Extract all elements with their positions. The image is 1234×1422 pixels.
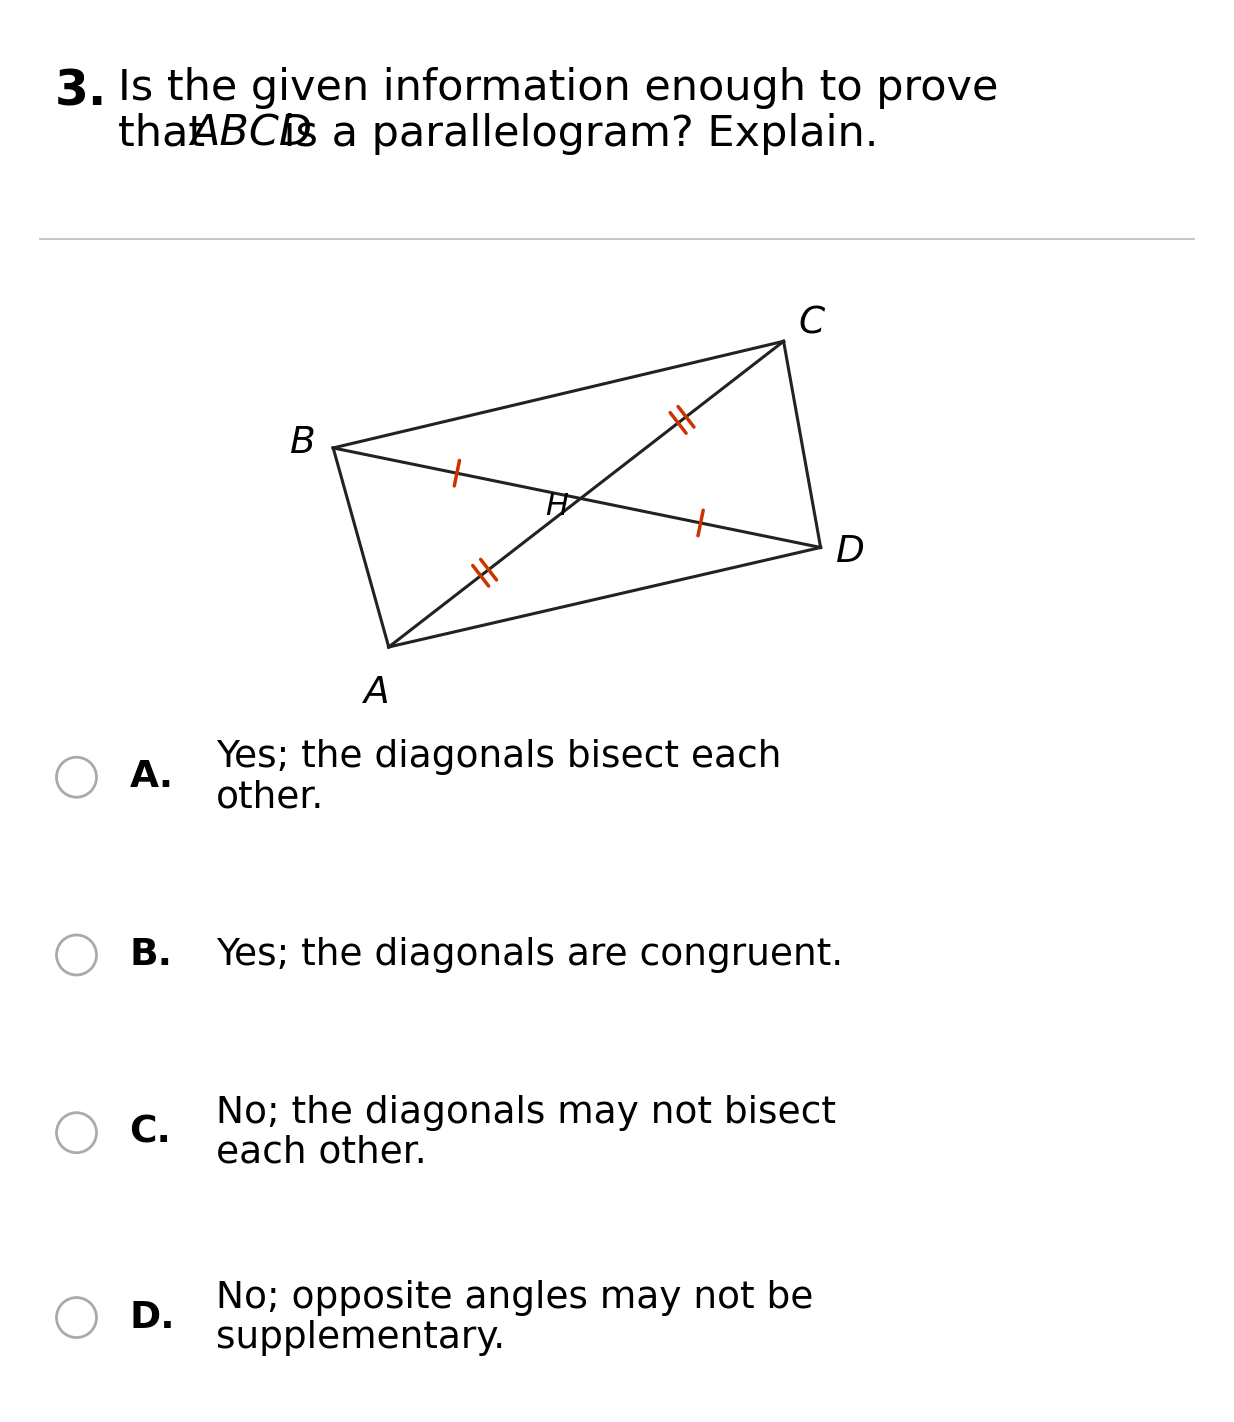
Text: A: A: [364, 675, 390, 711]
Text: C.: C.: [130, 1115, 172, 1150]
Text: Yes; the diagonals are congruent.: Yes; the diagonals are congruent.: [216, 937, 843, 973]
Text: C: C: [798, 306, 824, 341]
Text: D.: D.: [130, 1300, 175, 1335]
Text: Yes; the diagonals bisect each: Yes; the diagonals bisect each: [216, 739, 781, 775]
Text: Is the given information enough to prove: Is the given information enough to prove: [118, 67, 998, 109]
Text: each other.: each other.: [216, 1135, 427, 1170]
Text: A.: A.: [130, 759, 174, 795]
Text: that: that: [118, 112, 218, 155]
Text: B.: B.: [130, 937, 173, 973]
Text: ABCD: ABCD: [190, 112, 312, 155]
Text: other.: other.: [216, 779, 325, 815]
Text: H: H: [545, 492, 568, 520]
Text: B: B: [290, 425, 316, 461]
Text: No; opposite angles may not be: No; opposite angles may not be: [216, 1280, 813, 1315]
Text: supplementary.: supplementary.: [216, 1320, 505, 1355]
Text: D: D: [837, 535, 865, 570]
Text: No; the diagonals may not bisect: No; the diagonals may not bisect: [216, 1095, 835, 1130]
Text: 3.: 3.: [56, 67, 107, 115]
Text: is a parallelogram? Explain.: is a parallelogram? Explain.: [270, 112, 879, 155]
